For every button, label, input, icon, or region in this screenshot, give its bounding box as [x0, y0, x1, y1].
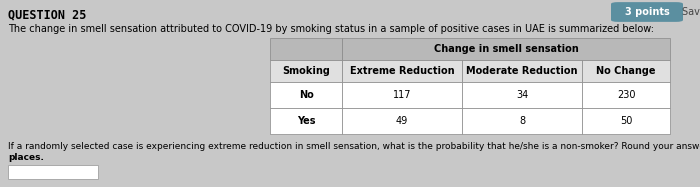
Text: The change in smell sensation attributed to COVID-19 by smoking status in a samp: The change in smell sensation attributed… — [8, 24, 654, 34]
Text: Yes: Yes — [297, 116, 315, 126]
Text: 50: 50 — [620, 116, 632, 126]
Text: Change in smell sensation: Change in smell sensation — [433, 44, 578, 54]
Text: If a randomly selected case is experiencing extreme reduction in smell sensation: If a randomly selected case is experienc… — [8, 142, 700, 151]
Text: 3 points: 3 points — [624, 7, 669, 17]
Text: 117: 117 — [393, 90, 412, 100]
Text: No: No — [299, 90, 314, 100]
Text: Save An: Save An — [682, 7, 700, 17]
Text: Smoking: Smoking — [282, 66, 330, 76]
Text: Moderate Reduction: Moderate Reduction — [466, 66, 578, 76]
Text: No Change: No Change — [596, 66, 656, 76]
Text: 49: 49 — [396, 116, 408, 126]
Text: places.: places. — [8, 153, 44, 162]
Text: 8: 8 — [519, 116, 525, 126]
Text: 230: 230 — [617, 90, 636, 100]
Text: 34: 34 — [516, 90, 528, 100]
Text: QUESTION 25: QUESTION 25 — [8, 8, 86, 21]
Text: Extreme Reduction: Extreme Reduction — [350, 66, 454, 76]
